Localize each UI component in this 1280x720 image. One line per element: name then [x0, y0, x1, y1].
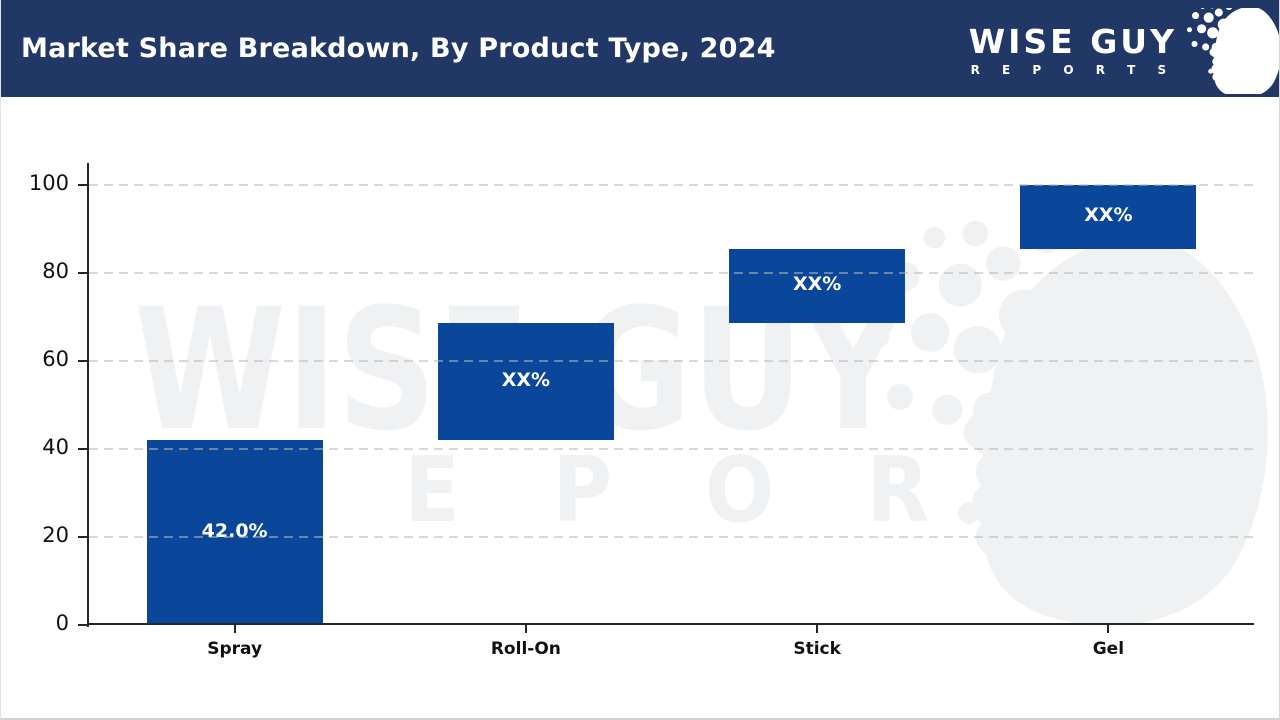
y-axis-spine: [87, 163, 89, 627]
x-tick-label-roll-on: Roll-On: [490, 639, 561, 659]
y-tick-label: 100: [28, 171, 69, 195]
brand-wordmark: WISE GUY R E P O R T S: [969, 24, 1177, 78]
bar-value-label: XX%: [501, 368, 551, 391]
header-band: Market Share Breakdown, By Product Type,…: [1, 0, 1279, 97]
x-tick-label-gel: Gel: [1092, 639, 1125, 659]
y-tick-label: 20: [42, 523, 69, 547]
brand-head-dots-icon: [1186, 8, 1279, 94]
x-tick-mark: [524, 625, 527, 633]
gridline-20: [89, 536, 1254, 538]
gridline-80: [89, 272, 1254, 274]
page-title: Market Share Breakdown, By Product Type,…: [21, 33, 776, 64]
bar-stick: XX%: [729, 249, 906, 324]
y-tick-label: 40: [42, 435, 69, 459]
gridline-60: [89, 360, 1254, 362]
y-tick-mark: [78, 360, 87, 362]
bar-value-label: 42.0%: [201, 519, 268, 542]
y-tick-mark: [78, 272, 87, 274]
x-tick-mark: [816, 625, 819, 633]
y-tick-mark: [78, 448, 87, 450]
x-tick-label-stick: Stick: [793, 639, 841, 659]
y-tick-label: 80: [42, 259, 69, 283]
x-axis-spine: [87, 623, 1254, 625]
gridline-100: [89, 184, 1254, 186]
brand-name-text: WISE GUY: [968, 22, 1177, 61]
bar-value-label: XX%: [792, 273, 842, 296]
y-tick-label: 0: [55, 611, 69, 635]
gridline-40: [89, 448, 1254, 450]
bar-roll-on: XX%: [437, 323, 614, 441]
watermark-head-dots-logo: [867, 220, 1268, 626]
brand-logo: WISE GUY R E P O R T S: [969, 8, 1279, 94]
y-tick-mark: [78, 624, 87, 626]
x-tick-label-spray: Spray: [207, 639, 263, 659]
y-tick-mark: [78, 536, 87, 538]
x-tick-mark: [233, 625, 236, 633]
y-tick-mark: [78, 184, 87, 186]
brand-reports-text: R E P O R T S: [970, 63, 1176, 77]
bar-gel: XX%: [1020, 185, 1197, 250]
bar-value-label: XX%: [1084, 204, 1133, 227]
x-tick-mark: [1107, 625, 1110, 633]
bar-spray: 42.0%: [146, 440, 323, 625]
y-tick-label: 60: [42, 347, 69, 371]
chart-plot-area: 0 20 40 60 80 100 42.0% Spray XX% Roll-On XX% Stick…: [29, 163, 1254, 659]
